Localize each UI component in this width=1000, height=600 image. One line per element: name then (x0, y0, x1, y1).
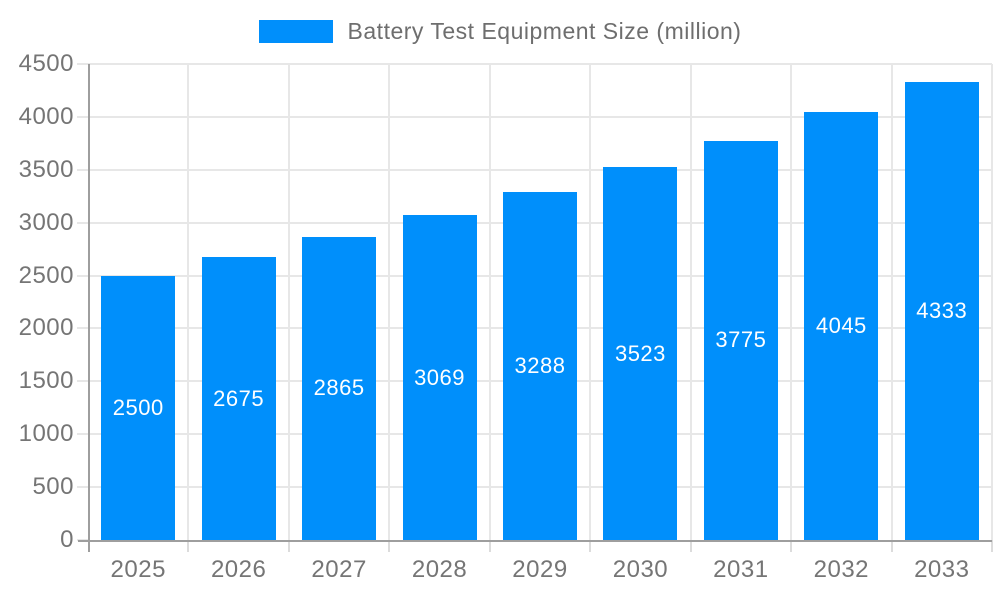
v-gridline (388, 64, 391, 540)
y-axis-tick (77, 168, 88, 171)
h-gridline (88, 115, 992, 118)
v-gridline (287, 64, 290, 540)
bar-2027[interactable]: 2865 (302, 236, 377, 540)
bar-value-label: 2500 (112, 394, 164, 420)
x-axis-tick-label: 2025 (110, 556, 166, 583)
x-axis-tick (991, 540, 993, 552)
y-axis-tick-label: 2500 (18, 261, 74, 289)
v-gridline (187, 64, 190, 540)
bar-value-label: 3069 (414, 364, 466, 390)
y-axis-tick (77, 380, 88, 383)
x-axis-tick-label: 2032 (813, 556, 870, 583)
y-axis-tick (77, 486, 88, 489)
bar-value-label: 2675 (213, 385, 265, 411)
y-axis-tick (77, 63, 88, 65)
x-axis-tick-label: 2026 (210, 556, 267, 583)
y-axis-tick-label: 4000 (18, 102, 74, 130)
bar-value-label: 4045 (815, 313, 867, 339)
y-axis-line (88, 64, 90, 552)
v-gridline (589, 64, 592, 540)
x-axis-tick-label: 2030 (612, 556, 669, 583)
x-axis-tick-label: 2029 (512, 556, 568, 583)
v-gridline (790, 64, 793, 540)
bar-value-label: 3288 (514, 353, 566, 379)
x-axis-tick (287, 540, 290, 552)
v-gridline (488, 64, 491, 540)
y-axis-labels: 0 500 1000 1500 2000 2500 3000 3500 4000 4500 (0, 50, 74, 553)
bar-2031[interactable]: 3775 (703, 140, 778, 540)
bar-value-label: 3523 (614, 340, 666, 366)
legend-swatch-icon (258, 20, 333, 43)
x-axis-tick (388, 540, 391, 552)
y-axis-tick-label: 2000 (18, 314, 74, 342)
x-axis-tick-label: 2027 (311, 556, 367, 583)
bar-value-label: 4333 (916, 297, 968, 323)
v-gridline (689, 64, 692, 540)
x-axis-tick (488, 540, 491, 552)
y-axis-tick (77, 221, 88, 224)
x-axis-line (78, 540, 992, 542)
x-axis-tick (689, 540, 692, 552)
y-axis-tick (77, 274, 88, 277)
bar-2029[interactable]: 3288 (503, 192, 577, 540)
legend-label: Battery Test Equipment Size (million) (347, 18, 742, 44)
bar-2026[interactable]: 2675 (201, 257, 276, 540)
bar-2025[interactable]: 2500 (101, 275, 176, 540)
plot-area: 2500 2675 2865 3069 3288 3523 3775 4045 4333 (77, 63, 993, 552)
y-axis-tick (77, 115, 88, 118)
x-axis-tick (890, 540, 893, 552)
y-axis-tick-label: 1500 (18, 367, 74, 395)
x-axis-tick (790, 540, 793, 552)
x-axis-tick-label: 2033 (914, 556, 970, 583)
v-gridline (890, 64, 893, 540)
bar-2030[interactable]: 3523 (603, 167, 678, 540)
y-axis-tick (77, 433, 88, 436)
bar-2033[interactable]: 4333 (904, 81, 979, 540)
chart-legend[interactable]: Battery Test Equipment Size (million) (0, 18, 1000, 45)
bar-2028[interactable]: 3069 (402, 215, 477, 540)
y-axis-tick-label: 1000 (18, 420, 74, 448)
y-axis-tick-label: 0 (60, 526, 74, 553)
y-axis-tick-label: 4500 (18, 50, 74, 77)
bar-value-label: 3775 (715, 327, 767, 353)
v-gridline (991, 64, 993, 540)
y-axis-tick-label: 500 (32, 473, 74, 501)
bar-value-label: 2865 (313, 375, 365, 401)
x-axis-tick-label: 2031 (713, 556, 769, 583)
h-gridline (88, 63, 992, 65)
x-axis-labels: 2025 2026 2027 2028 2029 2030 2031 2032 2033 (88, 556, 992, 596)
h-gridline (88, 168, 992, 171)
y-axis-tick-label: 3500 (18, 155, 74, 183)
bar-2032[interactable]: 4045 (804, 112, 879, 540)
x-axis-tick (589, 540, 592, 552)
y-axis-tick (77, 327, 88, 330)
y-axis-tick-label: 3000 (18, 208, 74, 236)
x-axis-tick-label: 2028 (411, 556, 468, 583)
x-axis-tick (187, 540, 190, 552)
